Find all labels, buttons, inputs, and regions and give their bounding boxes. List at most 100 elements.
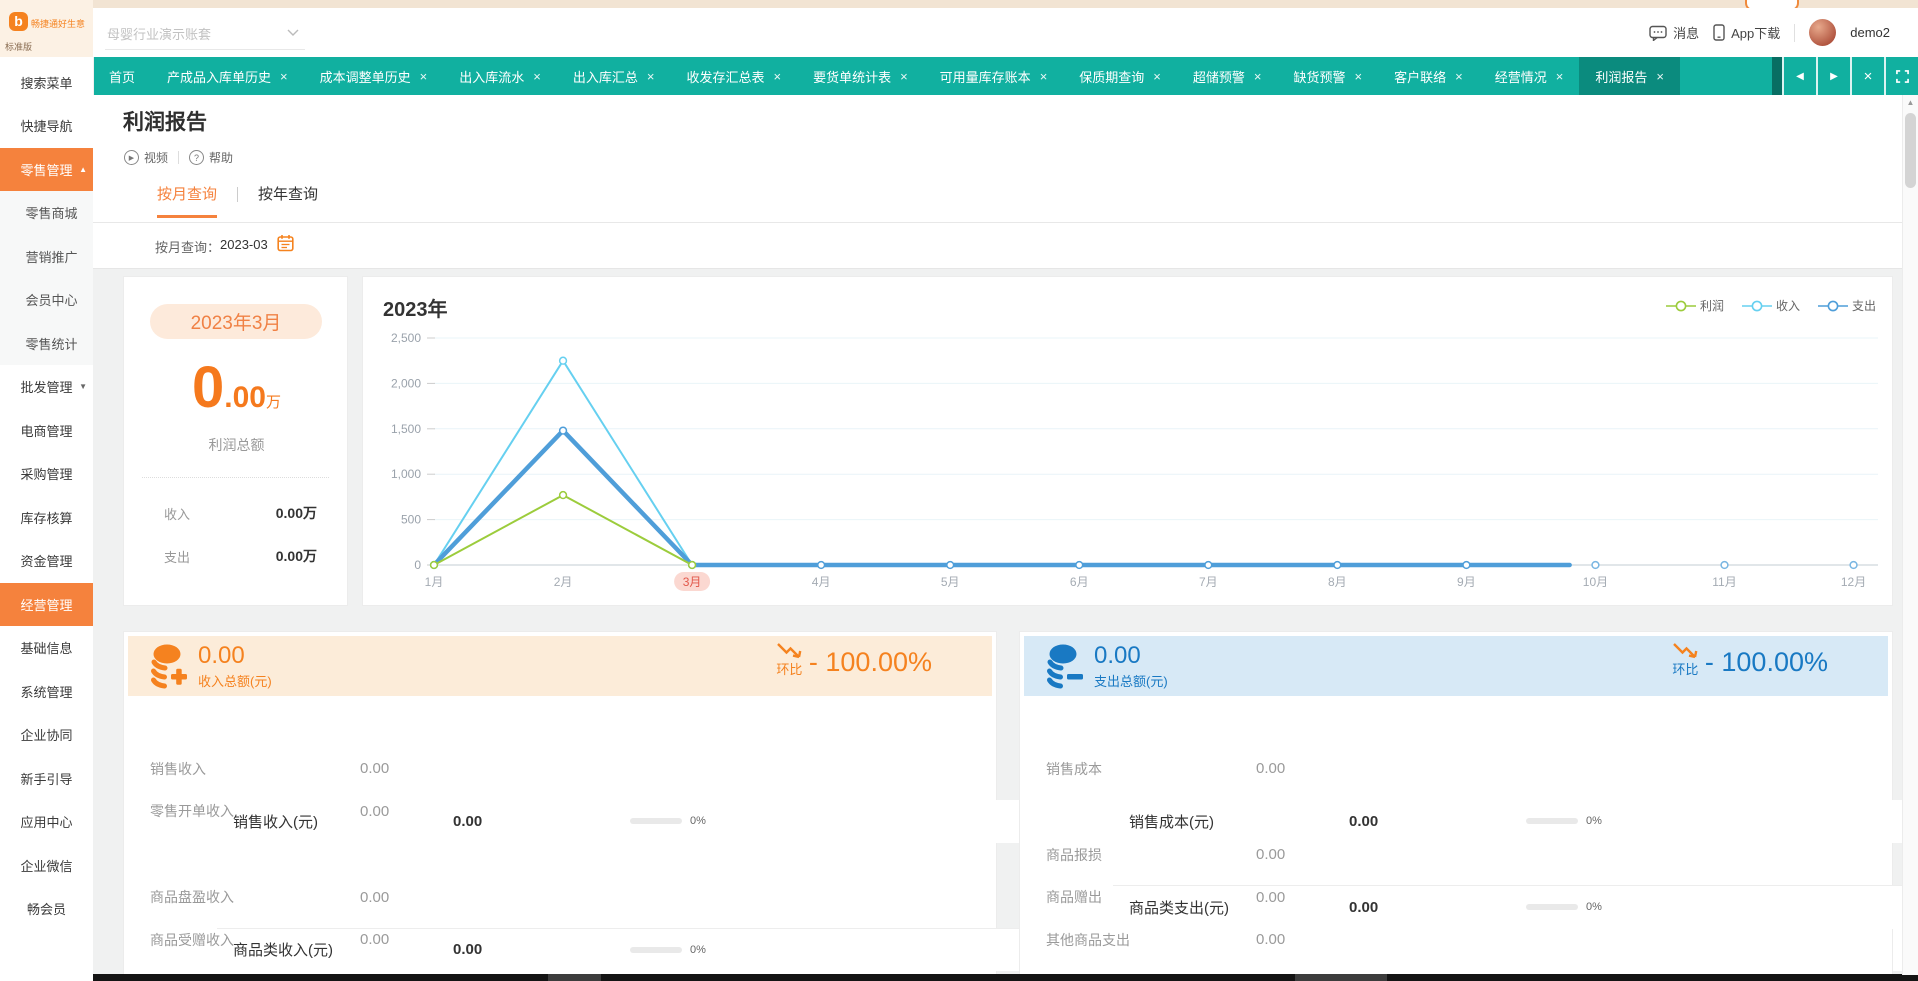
tab[interactable]: 成本调整单历史 ×: [304, 57, 444, 95]
stat-row: 零售开单收入 0.00: [124, 790, 996, 833]
sidebar-item[interactable]: 电商管理: [0, 409, 93, 453]
scrollbar-thumb[interactable]: [1905, 113, 1916, 188]
tab-close-icon[interactable]: ×: [419, 68, 428, 84]
progress-percent: 0%: [690, 815, 706, 828]
expense-ratio: 环比 - 100.00%: [1672, 642, 1828, 678]
help-label: 帮助: [209, 151, 234, 165]
x-tick-label: 12月: [1841, 575, 1866, 589]
avatar[interactable]: [1809, 19, 1837, 46]
series-line: [433, 359, 694, 566]
tab-close-icon[interactable]: ×: [1555, 68, 1564, 84]
sidebar-item[interactable]: 搜索菜单: [0, 61, 93, 105]
tab-close-icon[interactable]: ×: [280, 68, 288, 84]
stat-row-value: 0.00: [1256, 760, 1286, 778]
legend-item[interactable]: 收入: [1741, 297, 1800, 314]
tab[interactable]: 出入库流水 ×: [443, 57, 557, 95]
progress-bar: [630, 818, 682, 825]
brand-logo[interactable]: b 畅捷通好生意 标准版: [0, 0, 93, 57]
tab[interactable]: 保质期查询 ×: [1063, 57, 1177, 95]
tab-close-icon[interactable]: ×: [1455, 68, 1463, 84]
sidebar-item[interactable]: 系统管理: [0, 670, 93, 714]
stat-row-label: 零售开单收入: [150, 803, 234, 820]
tab[interactable]: 首页: [93, 57, 151, 95]
tab-label: 首页: [109, 69, 136, 85]
income-rows: 销售收入(元) 0.00 0% 销售收入 0.00 零售开单收入 0.00 商品类收入(元) 0…: [124, 696, 1918, 981]
phone-icon: [1713, 24, 1725, 41]
sidebar-item[interactable]: 零售管理 ▲: [0, 147, 93, 191]
tab-label: 缺货预警: [1293, 69, 1346, 85]
tab-close-icon[interactable]: ×: [1656, 68, 1664, 84]
sidebar-item[interactable]: 基础信息: [0, 626, 93, 670]
stat-row-value: 0.00: [1256, 931, 1286, 949]
sidebar-item[interactable]: 营销推广: [0, 234, 93, 278]
tab-close-icon[interactable]: ×: [646, 68, 655, 84]
sidebar-item[interactable]: 零售商城: [0, 191, 93, 235]
expense-rows: 销售成本(元) 0.00 0% 销售成本 0.00 商品类支出(元) 0.00 0% 商品报损 0…: [1020, 696, 1918, 981]
y-tick-label: 2,000: [391, 376, 421, 390]
tab[interactable]: 要货单统计表 ×: [797, 57, 924, 95]
tab[interactable]: 经营情况 ×: [1479, 57, 1580, 95]
sidebar-item[interactable]: 会员中心: [0, 278, 93, 322]
x-tick-label: 5月: [941, 575, 960, 589]
tab-close-icon[interactable]: ×: [533, 68, 541, 84]
sidebar-item[interactable]: 应用中心: [0, 800, 93, 844]
y-tick-label: 2,500: [391, 331, 421, 345]
view-tab[interactable]: 按月查询: [157, 183, 218, 218]
sidebar-item-label: 电商管理: [20, 423, 73, 439]
help-link[interactable]: ? 帮助: [189, 149, 233, 166]
sidebar-item[interactable]: 批发管理 ▼: [0, 365, 93, 409]
legend-item[interactable]: 利润: [1665, 297, 1724, 314]
messages-button[interactable]: 消息: [1649, 23, 1699, 42]
legend-label: 收入: [1775, 299, 1800, 313]
stat-row-value: 0.00: [1256, 846, 1286, 864]
tab-close-icon[interactable]: ×: [1153, 68, 1161, 84]
sidebar-item-label: 营销推广: [25, 249, 78, 265]
data-point: [687, 560, 697, 570]
tab[interactable]: 收发存汇总表 ×: [670, 57, 797, 95]
summary-row: 收入 0.00万: [124, 503, 349, 523]
x-tick-label: 9月: [1457, 575, 1476, 589]
tab-close-icon[interactable]: ×: [773, 68, 782, 84]
sidebar-item[interactable]: 经营管理: [0, 582, 93, 626]
tab[interactable]: 超储预警 ×: [1177, 57, 1278, 95]
video-link[interactable]: ▶ 视频: [124, 149, 168, 166]
tab[interactable]: 产成品入库单历史 ×: [151, 57, 304, 95]
tab-close-icon[interactable]: ×: [1253, 68, 1262, 84]
tab-close-icon[interactable]: ×: [1039, 68, 1048, 84]
topbar-divider: [1794, 23, 1796, 42]
sidebar-item[interactable]: 企业微信: [0, 844, 93, 888]
sidebar-item[interactable]: 快捷导航: [0, 104, 93, 148]
close-tabs-button[interactable]: ×: [1850, 57, 1884, 95]
tab-scroll-right-button[interactable]: ▶: [1816, 57, 1850, 95]
app-download-button[interactable]: App下载: [1713, 23, 1780, 42]
tab[interactable]: 缺货预警 ×: [1278, 57, 1379, 95]
month-filter-value[interactable]: 2023-03: [220, 237, 268, 252]
view-tab[interactable]: 按年查询: [258, 186, 319, 203]
vertical-scrollbar[interactable]: ▲: [1902, 95, 1918, 975]
sidebar-item-label: 采购管理: [20, 467, 73, 483]
profit-total-value: 0.00 万: [124, 359, 349, 417]
view-tabs: 按月查询 按年查询: [157, 183, 318, 218]
sidebar-item[interactable]: 畅会员: [0, 887, 93, 931]
sidebar-item[interactable]: 新手引导: [0, 757, 93, 801]
legend-item[interactable]: 支出: [1817, 297, 1876, 314]
tab-scroll-left-button[interactable]: ◀: [1782, 57, 1816, 95]
sidebar-item-label: 会员中心: [25, 293, 78, 309]
tab[interactable]: 利润报告 ×: [1579, 57, 1680, 95]
stat-row-label: 销售成本: [1046, 760, 1102, 777]
sidebar-item[interactable]: 库存核算: [0, 496, 93, 540]
fullscreen-button[interactable]: [1884, 57, 1918, 95]
scrollbar-up-icon[interactable]: ▲: [1906, 98, 1915, 107]
tab-close-icon[interactable]: ×: [1354, 68, 1363, 84]
sidebar-item[interactable]: 零售统计: [0, 321, 93, 365]
sidebar-item[interactable]: 企业协同: [0, 713, 93, 757]
account-select[interactable]: 母婴行业演示账套: [105, 15, 305, 50]
tab[interactable]: 客户联络 ×: [1378, 57, 1479, 95]
legend-label: 支出: [1851, 299, 1876, 313]
tab-close-icon[interactable]: ×: [900, 68, 908, 84]
calendar-button[interactable]: [277, 234, 294, 257]
tab[interactable]: 可用量库存账本 ×: [924, 57, 1064, 95]
sidebar-item[interactable]: 资金管理: [0, 539, 93, 583]
sidebar-item[interactable]: 采购管理: [0, 452, 93, 496]
tab[interactable]: 出入库汇总 ×: [557, 57, 671, 95]
